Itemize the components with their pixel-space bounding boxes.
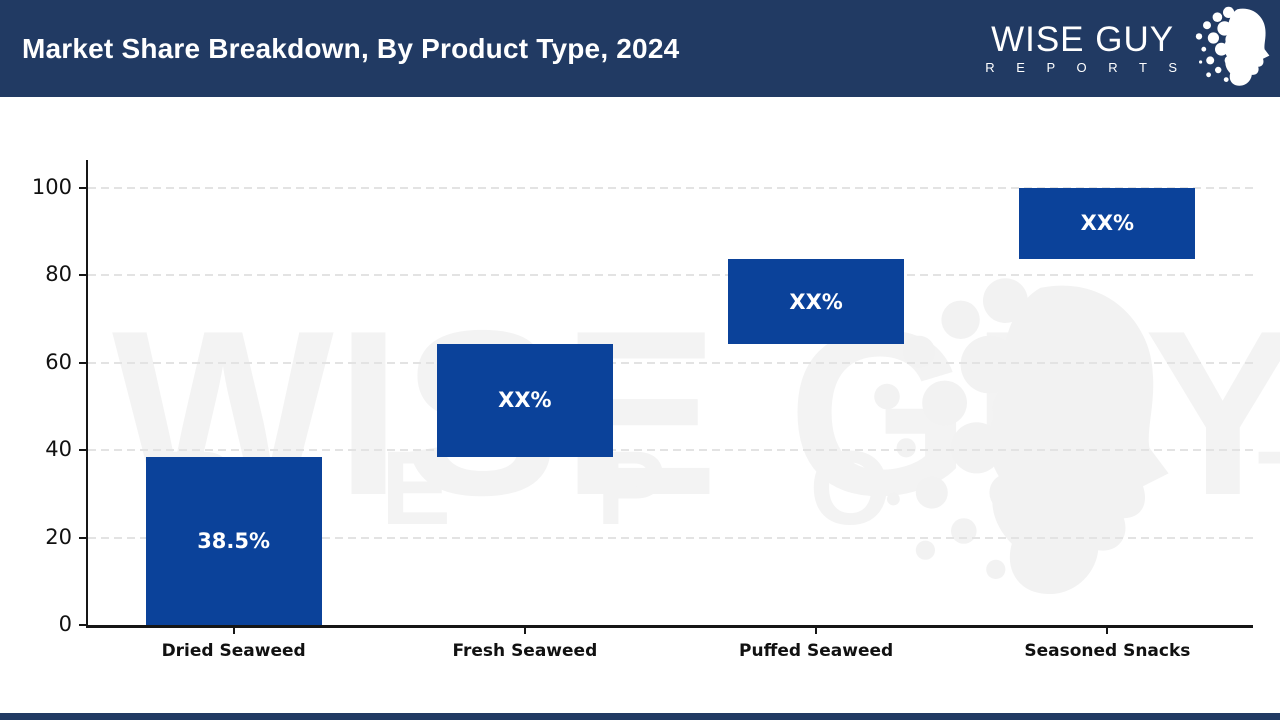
xtick-dried-seaweed bbox=[232, 625, 235, 634]
ytick-label-0: 0 bbox=[58, 612, 72, 636]
brand-subtitle: R E P O R T S bbox=[985, 60, 1186, 75]
ytick-label-40: 40 bbox=[45, 437, 72, 461]
bar-value-label: XX% bbox=[1080, 211, 1135, 236]
x-axis bbox=[86, 625, 1253, 628]
category-label-fresh-seaweed: Fresh Seaweed bbox=[452, 641, 598, 661]
gridline-40 bbox=[88, 449, 1253, 451]
bar-puffed-seaweed: XX% bbox=[728, 259, 905, 345]
gridline-80 bbox=[88, 274, 1253, 276]
ytick-0 bbox=[79, 624, 88, 626]
ytick-20 bbox=[79, 536, 88, 539]
brand-name: WISE GUY bbox=[991, 20, 1175, 59]
footer-bar bbox=[0, 713, 1280, 720]
xtick-seasoned-snacks bbox=[1106, 625, 1109, 634]
bar-value-label: XX% bbox=[498, 388, 552, 413]
ytick-label-60: 60 bbox=[45, 349, 72, 374]
category-label-seasoned-snacks: Seasoned Snacks bbox=[1024, 641, 1191, 661]
ytick-80 bbox=[79, 274, 88, 276]
xtick-puffed-seaweed bbox=[815, 625, 818, 634]
bar-seasoned-snacks: XX% bbox=[1019, 187, 1196, 260]
bar-fresh-seaweed: XX% bbox=[436, 344, 613, 457]
brand-logo: WISE GUY R E P O R T S bbox=[979, 0, 1272, 97]
brand-logo-text: WISE GUY R E P O R T S bbox=[979, 20, 1186, 76]
bar-value-label: XX% bbox=[789, 289, 843, 314]
gridline-100 bbox=[88, 186, 1253, 189]
gridline-60 bbox=[88, 361, 1253, 364]
ytick-label-20: 20 bbox=[45, 524, 72, 549]
bar-dried-seaweed: 38.5% bbox=[145, 456, 322, 625]
category-label-puffed-seaweed: Puffed Seaweed bbox=[739, 641, 894, 661]
ytick-60 bbox=[79, 361, 88, 364]
bar-value-label: 38.5% bbox=[197, 528, 271, 553]
dotted-head-profile-icon bbox=[1190, 6, 1272, 94]
y-axis bbox=[86, 160, 88, 627]
ytick-label-80: 80 bbox=[45, 262, 72, 286]
category-label-dried-seaweed: Dried Seaweed bbox=[161, 641, 306, 661]
ytick-40 bbox=[79, 449, 88, 451]
page-title: Market Share Breakdown, By Product Type,… bbox=[22, 32, 680, 64]
ytick-100 bbox=[79, 186, 88, 189]
header-bar: Market Share Breakdown, By Product Type,… bbox=[0, 0, 1280, 97]
xtick-fresh-seaweed bbox=[523, 625, 526, 634]
ytick-label-100: 100 bbox=[31, 174, 72, 199]
gridline-20 bbox=[88, 536, 1253, 539]
